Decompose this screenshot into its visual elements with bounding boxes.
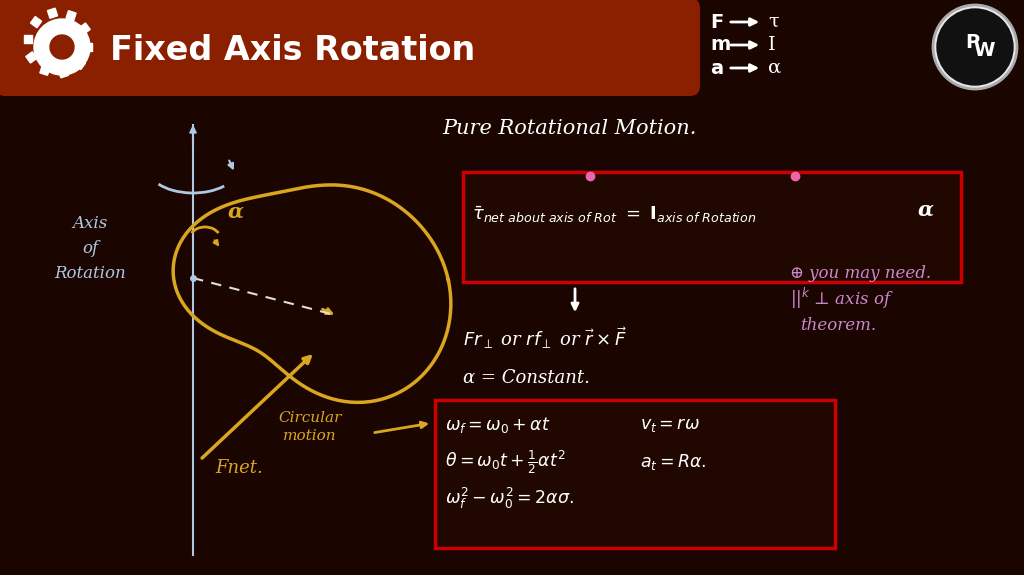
Text: W: W	[973, 41, 994, 60]
Bar	[84, 43, 92, 51]
Bar	[40, 65, 50, 75]
Circle shape	[34, 19, 90, 75]
Circle shape	[50, 35, 74, 59]
Text: α = Constant.: α = Constant.	[463, 369, 590, 387]
Bar	[66, 11, 76, 21]
Text: ⊕ you may need.: ⊕ you may need.	[790, 265, 931, 282]
Text: Circular
motion: Circular motion	[279, 411, 342, 443]
Bar	[31, 17, 42, 28]
Text: $\bar{\tau}_{net\ about\ axis\ of\ Rot}\ =\ \mathbf{I}_{axis\ of\ Rotation}$: $\bar{\tau}_{net\ about\ axis\ of\ Rot}\…	[472, 205, 757, 225]
Text: Pure Rotational Motion.: Pure Rotational Motion.	[442, 118, 697, 137]
Bar	[24, 35, 32, 43]
Bar	[79, 23, 90, 34]
Bar	[26, 52, 37, 63]
Bar	[58, 68, 69, 78]
Text: $\omega_f^2 - \omega_0^2 = 2\alpha\sigma.$: $\omega_f^2 - \omega_0^2 = 2\alpha\sigma…	[445, 485, 574, 511]
Text: F: F	[710, 13, 723, 32]
Text: $\theta = \omega_0 t + \frac{1}{2}\alpha t^2$: $\theta = \omega_0 t + \frac{1}{2}\alpha…	[445, 448, 566, 476]
Text: theorem.: theorem.	[800, 317, 877, 334]
FancyBboxPatch shape	[0, 0, 700, 96]
Text: α: α	[228, 202, 244, 222]
Circle shape	[933, 5, 1017, 89]
Text: α: α	[768, 59, 781, 77]
Text: P: P	[965, 33, 979, 52]
FancyBboxPatch shape	[463, 172, 961, 282]
FancyBboxPatch shape	[435, 400, 835, 548]
Text: a: a	[710, 59, 723, 78]
Bar	[75, 58, 86, 70]
Text: $Fr_{\perp}$ or $rf_{\perp}$ or $\vec{r}\times\vec{F}$: $Fr_{\perp}$ or $rf_{\perp}$ or $\vec{r}…	[463, 325, 627, 351]
Text: $\omega_f = \omega_0 + \alpha t$: $\omega_f = \omega_0 + \alpha t$	[445, 415, 551, 435]
Text: Fnet.: Fnet.	[215, 459, 263, 477]
Text: I: I	[768, 36, 775, 54]
Text: $v_t = r\omega$: $v_t = r\omega$	[640, 416, 699, 434]
Text: Axis
of
Rotation: Axis of Rotation	[54, 215, 126, 282]
Text: m: m	[710, 36, 730, 55]
Text: $a_t = R\alpha.$: $a_t = R\alpha.$	[640, 452, 707, 472]
Bar	[47, 8, 57, 18]
Text: α: α	[918, 200, 934, 220]
Text: τ: τ	[768, 13, 778, 31]
Text: Fixed Axis Rotation: Fixed Axis Rotation	[110, 34, 475, 67]
Text: $||^k$ ⊥ axis of: $||^k$ ⊥ axis of	[790, 286, 894, 311]
Circle shape	[937, 9, 1013, 85]
